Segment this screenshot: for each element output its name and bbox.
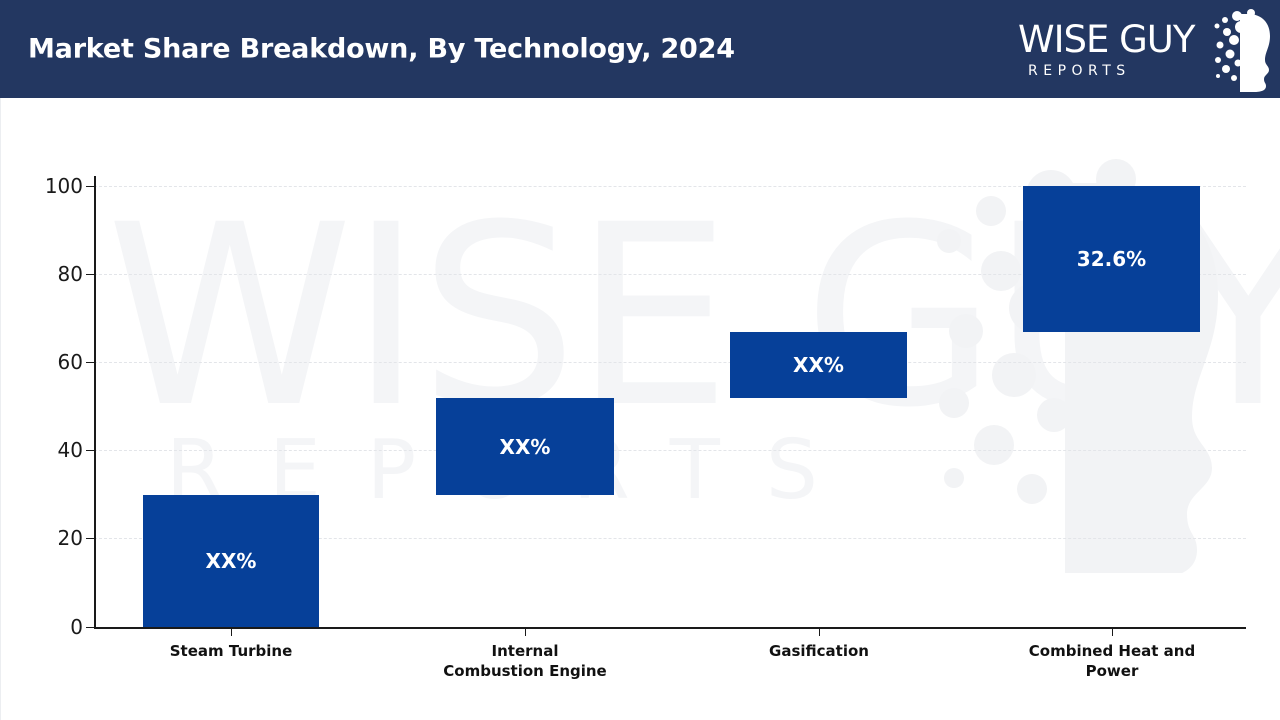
x-label-line-2: Combustion Engine: [443, 662, 607, 680]
y-tick-mark-40: [86, 450, 94, 451]
x-tick-mark-2: [525, 627, 526, 636]
x-tick-label-combined-heat-and-power: Combined Heat and Power: [982, 641, 1242, 681]
y-axis-line: [94, 176, 96, 628]
y-tick-label-40: 40: [57, 438, 83, 462]
y-tick-mark-100: [86, 186, 94, 187]
bar-steam-turbine[interactable]: XX%: [143, 495, 319, 627]
y-tick-label-100: 100: [44, 174, 83, 198]
x-label-line-2: Power: [1085, 662, 1139, 680]
wise-guy-reports-logo: WISE GUY REPORTS: [1012, 6, 1272, 92]
bar-gasification[interactable]: XX%: [730, 332, 907, 398]
gridline-60: [94, 362, 1246, 363]
bar-combined-heat-and-power[interactable]: 32.6%: [1023, 186, 1200, 332]
x-axis-line: [94, 627, 1246, 629]
page-title: Market Share Breakdown, By Technology, 2…: [28, 33, 735, 65]
svg-text:WISE GUY: WISE GUY: [1018, 18, 1196, 61]
x-tick-label-steam-turbine: Steam Turbine: [101, 641, 361, 661]
x-tick-label-gasification: Gasification: [689, 641, 949, 661]
x-tick-mark-3: [819, 627, 820, 636]
svg-text:REPORTS: REPORTS: [1028, 63, 1131, 79]
gridline-20: [94, 538, 1246, 539]
y-tick-label-0: 0: [70, 615, 83, 639]
plot-region: 100 80 60 40 20 0 XX% XX% XX% 32.6%: [1, 98, 1280, 720]
gridline-100: [94, 186, 1246, 187]
gridline-40: [94, 450, 1246, 451]
x-tick-label-internal-combustion-engine: Internal Combustion Engine: [395, 641, 655, 681]
bar-internal-combustion-engine[interactable]: XX%: [436, 398, 614, 495]
y-tick-label-80: 80: [57, 262, 83, 286]
y-tick-mark-80: [86, 274, 94, 275]
gridline-80: [94, 274, 1246, 275]
bar-value-label: 32.6%: [1076, 247, 1147, 271]
bar-value-label: XX%: [205, 549, 257, 573]
y-tick-mark-20: [86, 538, 94, 539]
y-tick-label-20: 20: [57, 526, 83, 550]
x-label-line-1: Internal: [491, 642, 559, 660]
bar-value-label: XX%: [793, 353, 844, 377]
x-label-line-1: Steam Turbine: [169, 642, 293, 660]
header-bar: Market Share Breakdown, By Technology, 2…: [0, 0, 1280, 98]
y-tick-mark-0: [86, 627, 94, 628]
x-tick-mark-4: [1112, 627, 1113, 636]
x-label-line-1: Gasification: [769, 642, 869, 660]
chart-canvas: WISE GUY REPORTS: [0, 98, 1280, 720]
x-label-line-1: Combined Heat and: [1028, 642, 1196, 660]
x-tick-mark-1: [231, 627, 232, 636]
y-tick-mark-60: [86, 362, 94, 363]
bar-value-label: XX%: [499, 434, 551, 459]
y-tick-label-60: 60: [57, 350, 83, 374]
